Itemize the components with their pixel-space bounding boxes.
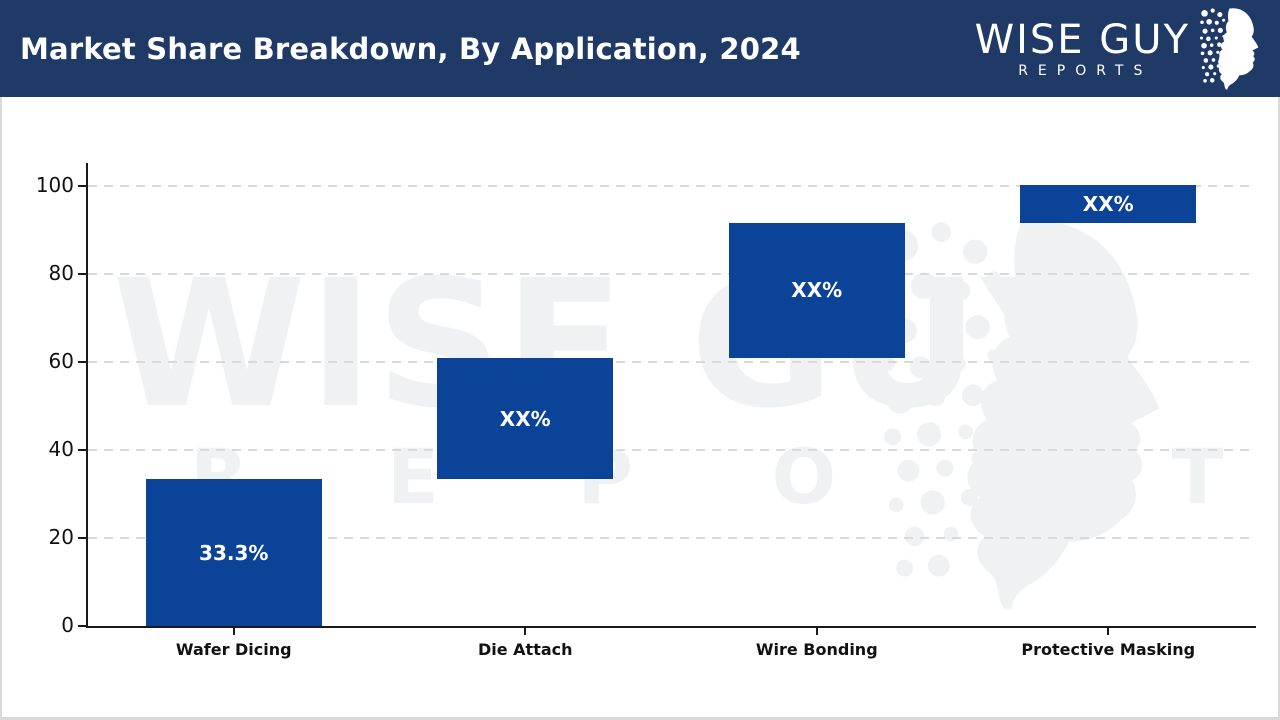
y-tick-label-80: 80 [48, 261, 74, 285]
x-tick-3 [1107, 628, 1110, 635]
bar-protective-masking[interactable]: XX% [1020, 185, 1197, 223]
x-tick-0 [232, 628, 235, 635]
x-label-wire-bonding: Wire Bonding [755, 640, 878, 659]
gridline-60 [88, 361, 1254, 363]
y-tick-label-100: 100 [35, 173, 74, 197]
gridline-100 [88, 185, 1254, 187]
waterfall-chart: WISE GUY R E P O R T S 02040608010033.3%… [0, 97, 1280, 720]
x-label-die-attach: Die Attach [477, 640, 573, 659]
x-axis-line [86, 626, 1256, 628]
bar-value-label: XX% [1082, 191, 1134, 216]
gridline-80 [88, 273, 1254, 275]
header-bar: Market Share Breakdown, By Application, … [0, 0, 1280, 97]
brand-logo-text: WISE GUY REPORTS [975, 20, 1190, 78]
y-tick-label-0: 0 [61, 613, 74, 637]
bar-die-attach[interactable]: XX% [437, 357, 614, 480]
y-tick-60 [78, 361, 86, 363]
page-border-left [0, 97, 2, 720]
brand-head-icon [1199, 7, 1259, 89]
page-border-right [1278, 97, 1280, 720]
watermark-head-icon [880, 221, 1160, 610]
bar-wafer-dicing[interactable]: 33.3% [145, 479, 322, 626]
brand-subname: REPORTS [1018, 62, 1153, 79]
y-tick-0 [78, 625, 86, 627]
bar-wire-bonding[interactable]: XX% [728, 222, 905, 358]
gridline-20 [88, 537, 1254, 539]
y-tick-40 [78, 449, 86, 451]
y-tick-80 [78, 273, 86, 275]
bar-value-label: 33.3% [199, 540, 269, 565]
gridline-40 [88, 449, 1254, 451]
x-label-wafer-dicing: Wafer Dicing [175, 640, 292, 659]
page-border-bottom [0, 717, 1280, 720]
y-tick-100 [78, 185, 86, 187]
y-tick-label-20: 20 [48, 525, 74, 549]
y-tick-label-60: 60 [48, 349, 74, 373]
y-tick-label-40: 40 [48, 437, 74, 461]
x-label-protective-masking: Protective Masking [1021, 640, 1196, 659]
page-title: Market Share Breakdown, By Application, … [20, 31, 801, 66]
y-tick-20 [78, 537, 86, 539]
brand-name: WISE GUY [974, 16, 1190, 63]
bar-value-label: XX% [499, 406, 551, 431]
x-tick-2 [815, 628, 818, 635]
brand-logo: WISE GUY REPORTS [975, 7, 1266, 91]
bar-value-label: XX% [791, 278, 843, 303]
x-tick-1 [524, 628, 527, 635]
y-axis-line [86, 163, 88, 628]
